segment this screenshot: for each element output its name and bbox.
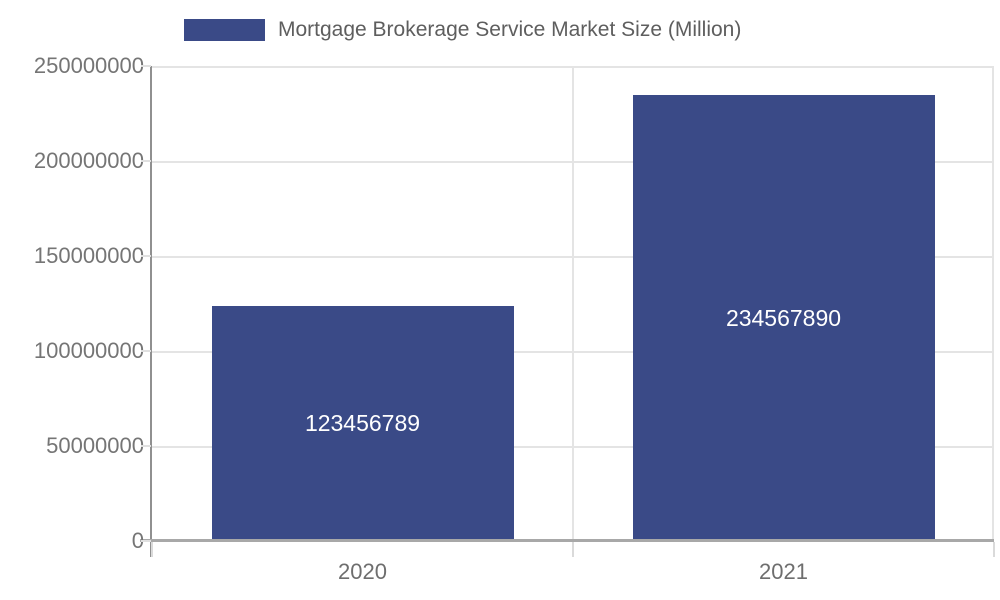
x-tick-label: 2020 bbox=[338, 559, 387, 584]
legend[interactable]: Mortgage Brokerage Service Market Size (… bbox=[184, 18, 741, 42]
x-axis-line bbox=[140, 539, 994, 542]
y-axis-line bbox=[150, 66, 152, 557]
y-tick-mark bbox=[141, 160, 151, 162]
bar-2020[interactable]: 123456789 bbox=[211, 306, 514, 541]
x-tick-mark bbox=[572, 542, 574, 557]
y-tick-mark bbox=[141, 350, 151, 352]
y-tick-mark bbox=[141, 255, 151, 257]
plot-right-border bbox=[992, 66, 994, 541]
y-tick-label: 200000000 bbox=[33, 148, 144, 173]
x-tick-mark bbox=[151, 542, 153, 557]
x-tick-mark bbox=[993, 542, 995, 557]
y-tick-label: 150000000 bbox=[33, 243, 144, 268]
y-tick-label: 250000000 bbox=[33, 53, 144, 78]
y-tick-label: 100000000 bbox=[33, 338, 144, 363]
bar-value-label: 123456789 bbox=[304, 410, 421, 437]
legend-label: Mortgage Brokerage Service Market Size (… bbox=[278, 18, 742, 41]
y-tick-label: 50000000 bbox=[46, 433, 144, 458]
y-tick-mark bbox=[141, 445, 151, 447]
x-gridline bbox=[572, 66, 574, 541]
x-tick-label: 2021 bbox=[759, 559, 808, 584]
plot-area: 123456789 234567890 bbox=[152, 66, 994, 541]
y-tick-label: 0 bbox=[131, 528, 144, 553]
legend-swatch bbox=[184, 19, 265, 41]
y-tick-mark bbox=[141, 540, 151, 542]
bar-value-label: 234567890 bbox=[725, 304, 842, 331]
y-tick-mark bbox=[141, 65, 151, 67]
bar-2021[interactable]: 234567890 bbox=[632, 95, 935, 541]
